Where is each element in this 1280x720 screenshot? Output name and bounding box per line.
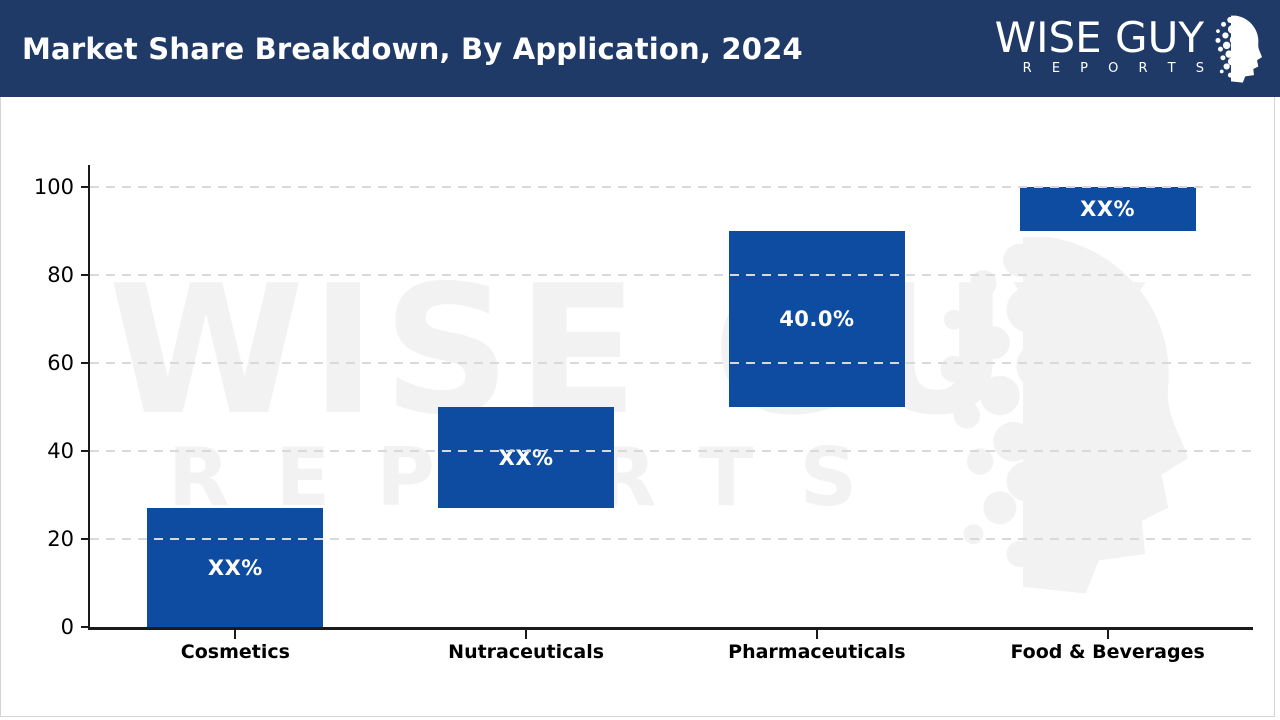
y-tick-label-20: 20 — [47, 527, 74, 551]
bar-value-label-pharmaceuticals: 40.0% — [779, 307, 855, 331]
y-tick-label-40: 40 — [47, 439, 74, 463]
gridline-80 — [90, 274, 1253, 276]
bar-nutraceuticals: XX% — [438, 407, 615, 509]
y-tick-mark-60 — [81, 362, 90, 364]
x-axis-line — [88, 627, 1253, 630]
logo-head-icon — [1215, 15, 1262, 83]
chart-title: Market Share Breakdown, By Application, … — [22, 31, 803, 66]
logo-text: WISE GUY R E P O R T S — [995, 16, 1204, 78]
gridline-100 — [90, 186, 1253, 188]
bar-pharmaceuticals: 40.0% — [728, 231, 905, 407]
y-tick-mark-40 — [81, 450, 90, 452]
y-tick-label-80: 80 — [47, 263, 74, 287]
gridline-40 — [90, 450, 1253, 452]
y-tick-label-0: 0 — [60, 615, 74, 639]
y-tick-mark-0 — [81, 626, 90, 628]
x-tick-mark-nutraceuticals — [525, 630, 528, 639]
logo-subtitle: R E P O R T S — [1022, 61, 1212, 76]
y-axis-line — [88, 165, 90, 629]
bar-food-beverages: XX% — [1019, 187, 1196, 231]
bar-value-label-nutraceuticals: XX% — [498, 445, 554, 470]
x-category-label-pharmaceuticals: Pharmaceuticals — [728, 641, 906, 663]
x-category-label-food-beverages: Food & Beverages — [1010, 641, 1205, 663]
wise-guy-reports-logo: WISE GUY R E P O R T S — [995, 0, 1270, 97]
gridline-20 — [90, 538, 1253, 540]
x-category-label-nutraceuticals: Nutraceuticals — [448, 641, 605, 663]
y-tick-mark-20 — [81, 538, 90, 540]
bar-value-label-food-beverages: XX% — [1080, 197, 1136, 221]
y-tick-mark-100 — [81, 186, 90, 188]
y-tick-label-100: 100 — [33, 175, 74, 199]
x-tick-mark-food-beverages — [1106, 630, 1109, 639]
y-tick-mark-80 — [81, 274, 90, 276]
x-tick-mark-pharmaceuticals — [815, 630, 818, 639]
logo-wordmark: WISE GUY — [994, 13, 1204, 62]
watermark-head-icon — [940, 237, 1188, 594]
bar-cosmetics: XX% — [147, 508, 324, 627]
x-category-label-cosmetics: Cosmetics — [180, 641, 290, 663]
x-tick-mark-cosmetics — [234, 630, 237, 639]
y-tick-label-60: 60 — [47, 351, 74, 375]
bar-value-label-cosmetics: XX% — [207, 555, 263, 580]
gridline-60 — [90, 362, 1253, 364]
header-bar: Market Share Breakdown, By Application, … — [0, 0, 1280, 97]
